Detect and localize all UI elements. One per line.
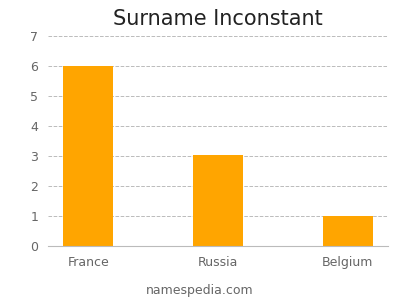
Bar [193,154,243,246]
Text: namespedia.com: namespedia.com [146,284,254,297]
Title: Surname Inconstant: Surname Inconstant [113,9,323,29]
Bar [64,66,113,246]
Bar [323,216,372,246]
